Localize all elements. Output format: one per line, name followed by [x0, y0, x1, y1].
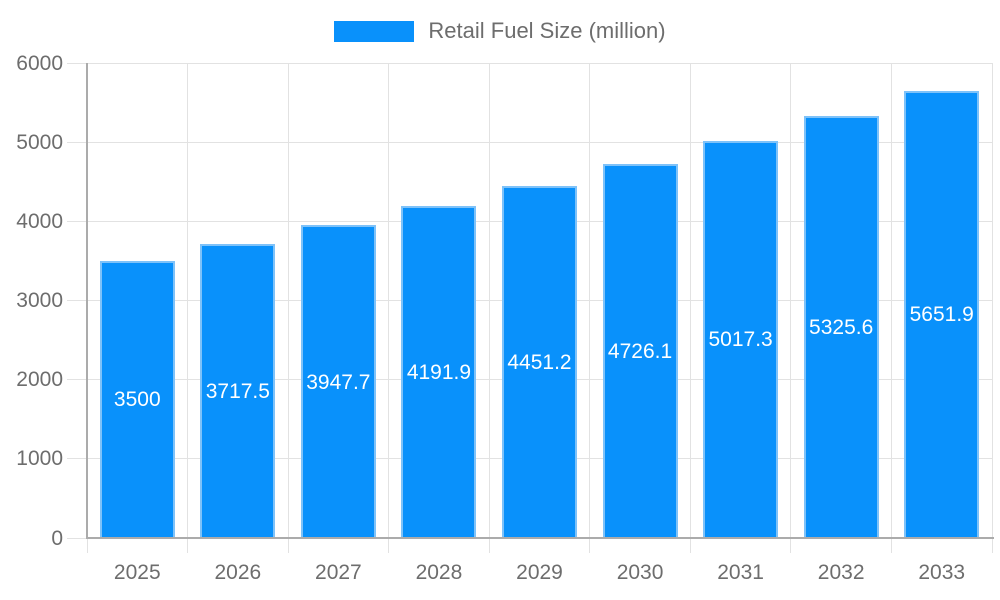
x-gridline — [187, 63, 189, 553]
y-axis-tick-label: 6000 — [16, 51, 63, 75]
x-axis-tick-label: 2026 — [214, 561, 262, 584]
bar-value-label: 4451.2 — [507, 350, 572, 374]
y-axis-tick-label: 5000 — [16, 130, 63, 154]
x-axis-tick-label: 2029 — [516, 561, 563, 584]
bar-value-label: 3947.7 — [306, 370, 371, 394]
bar-value-label: 5651.9 — [909, 303, 974, 327]
x-axis-tick-label: 2031 — [717, 561, 764, 584]
legend-label[interactable]: Retail Fuel Size (million) — [428, 18, 666, 43]
y-axis-tick-label: 0 — [51, 526, 63, 550]
y-axis-tick-label: 2000 — [16, 368, 63, 392]
x-gridline — [589, 63, 591, 553]
bar-value-label: 5325.6 — [809, 316, 874, 340]
y-axis-tick-label: 4000 — [16, 209, 63, 233]
x-axis-tick-label: 2030 — [616, 561, 664, 584]
x-axis-tick-label: 2025 — [113, 561, 161, 584]
bar[interactable]: 5017.3 — [703, 140, 779, 538]
x-gridline — [991, 63, 993, 553]
x-axis-tick-label: 2032 — [817, 561, 865, 584]
bar[interactable]: 3947.7 — [300, 225, 376, 538]
x-gridline — [388, 63, 390, 553]
y-axis-line — [86, 63, 88, 538]
x-gridline — [488, 63, 490, 553]
bar[interactable]: 3717.5 — [200, 243, 276, 538]
x-axis-tick-label: 2033 — [918, 561, 966, 584]
bar[interactable]: 4451.2 — [502, 185, 577, 538]
bar-value-label: 3500 — [113, 388, 161, 412]
x-gridline — [890, 63, 892, 553]
x-axis-tick-label: 2028 — [415, 561, 463, 584]
x-axis-tick-label: 2027 — [315, 561, 362, 584]
x-axis-line — [86, 537, 994, 539]
bar[interactable]: 5651.9 — [904, 90, 980, 538]
x-gridline — [790, 63, 792, 553]
x-gridline — [287, 63, 289, 553]
bar[interactable]: 3500 — [99, 260, 175, 538]
legend-swatch[interactable] — [334, 20, 415, 42]
chart-legend: Retail Fuel Size (million) — [0, 18, 1000, 44]
x-gridline — [689, 63, 691, 553]
bar[interactable]: 4191.9 — [401, 206, 477, 538]
bar[interactable]: 4726.1 — [602, 163, 678, 538]
bar-value-label: 5017.3 — [708, 328, 773, 352]
y-axis-tick-label: 1000 — [16, 447, 63, 471]
bar-value-label: 3717.5 — [205, 379, 270, 403]
y-axis-tick-label: 3000 — [16, 289, 63, 312]
bar[interactable]: 5325.6 — [803, 116, 879, 538]
y-gridline — [67, 62, 992, 64]
bar-value-label: 4726.1 — [607, 339, 673, 363]
bar-value-label: 4191.9 — [406, 361, 472, 385]
y-gridline — [67, 141, 992, 143]
